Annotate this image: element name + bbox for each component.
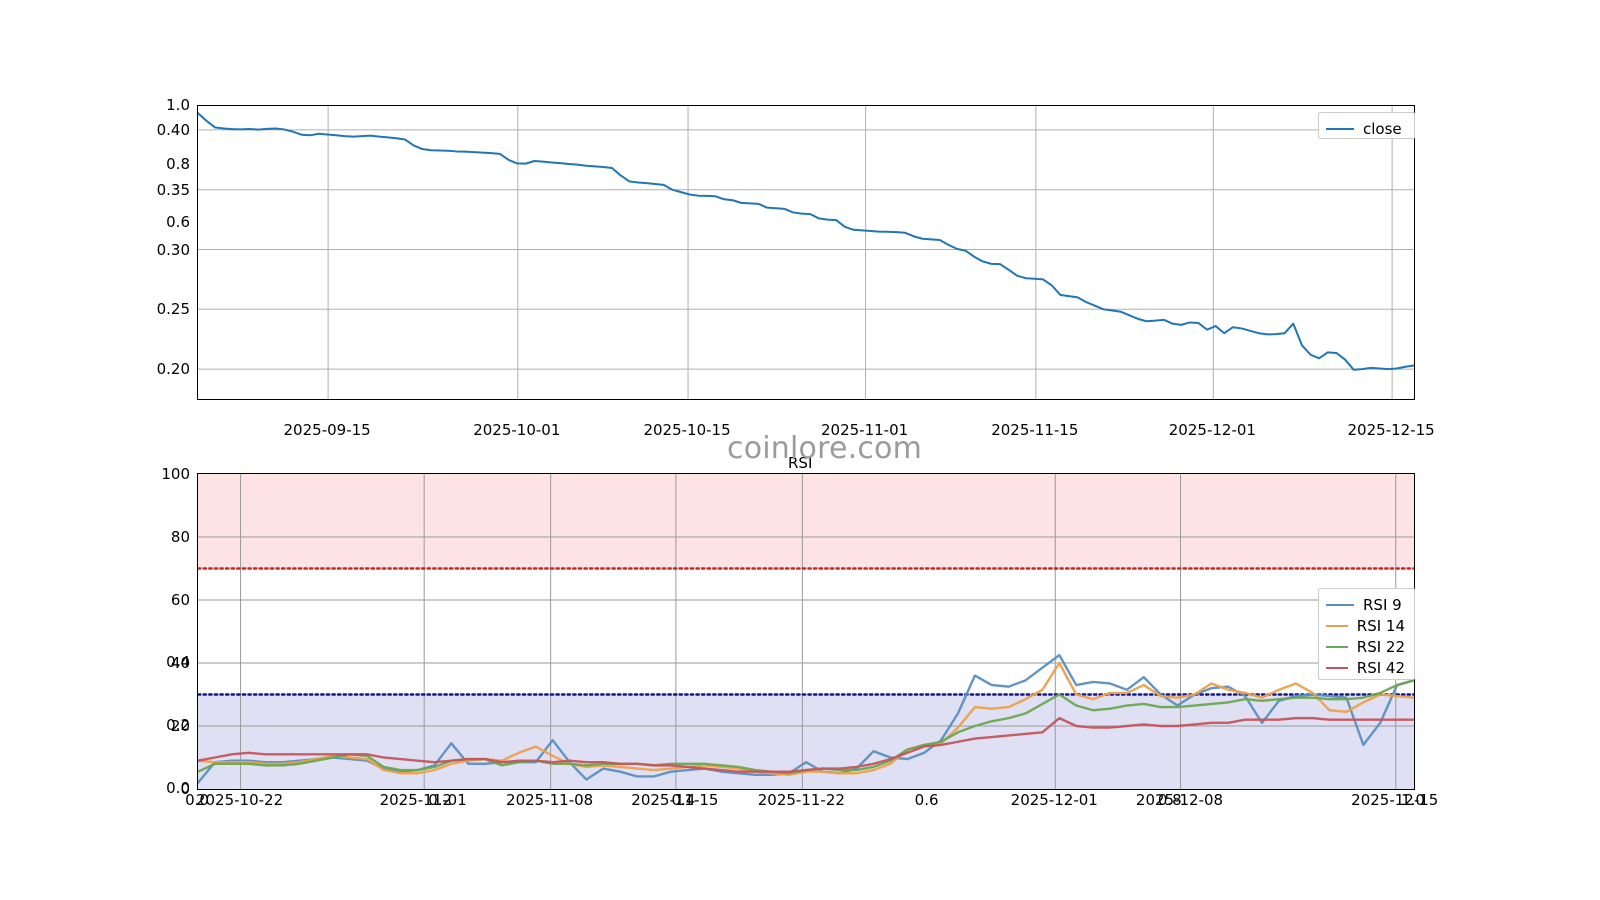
price-plot (198, 106, 1414, 399)
legend-color-swatch-icon (1326, 603, 1354, 606)
price-legend-label: close (1363, 119, 1402, 138)
price-legend: close (1318, 112, 1415, 139)
rsi-ytick-label-secondary: 0.2 (166, 716, 190, 734)
rsi-legend-item[interactable]: RSI 14 (1326, 615, 1405, 636)
rsi-xtick-label: 2025-11-01 (379, 791, 467, 809)
price-xtick-label: 2025-11-15 (991, 421, 1079, 439)
rsi-ytick-label: 20 (170, 717, 190, 735)
price-ytick-label: 0.35 (156, 180, 190, 199)
rsi-legend-label: RSI 14 (1356, 616, 1405, 635)
rsi-ytick-label: 40 (170, 654, 190, 672)
rsi-legend-label: RSI 22 (1356, 637, 1405, 656)
rsi-xtick-label-secondary: 0.8 (1157, 791, 1182, 809)
legend-color-swatch-icon (1326, 127, 1354, 130)
rsi-band (198, 474, 1414, 569)
rsi-ytick-label-secondary: 0.0 (166, 779, 190, 797)
price-ytick-label-secondary: 0.6 (166, 213, 190, 232)
legend-color-swatch-icon (1326, 645, 1348, 648)
rsi-legend-label: RSI 9 (1363, 595, 1402, 614)
price-xtick-label: 2025-11-01 (820, 421, 909, 439)
rsi-legend-item[interactable]: RSI 22 (1326, 636, 1405, 657)
rsi-xtick-label-secondary: 0.2 (428, 791, 453, 809)
rsi-ytick-label-secondary: 0.4 (166, 653, 190, 671)
price-ytick-label: 0.30 (156, 240, 190, 259)
rsi-ytick-label: 80 (170, 528, 190, 546)
rsi-xtick-label: 2025-12-08 (1135, 791, 1224, 809)
rsi-plot (198, 474, 1414, 789)
legend-color-swatch-icon (1326, 624, 1348, 627)
rsi-chart-panel (197, 473, 1415, 790)
rsi-legend-label: RSI 42 (1356, 658, 1405, 677)
rsi-xtick-label: 2025-12-01 (1010, 791, 1098, 809)
price-xtick-label: 2025-12-01 (1168, 421, 1256, 439)
rsi-legend: RSI 9 RSI 14 RSI 22 RSI 42 (1318, 588, 1415, 680)
rsi-line-rsi-9 (198, 653, 1414, 784)
price-xtick-label: 2025-10-01 (473, 421, 561, 439)
rsi-ytick-label: 100 (161, 465, 190, 483)
rsi-legend-item[interactable]: RSI 9 (1326, 594, 1405, 615)
price-xtick-label: 2025-09-15 (283, 421, 371, 439)
price-legend-item[interactable]: close (1326, 118, 1405, 139)
rsi-ytick-label: 60 (170, 591, 190, 609)
rsi-xtick-label: 2025-10-22 (195, 791, 284, 809)
rsi-panel-title: RSI (788, 454, 813, 472)
rsi-xtick-label: 2025-11-15 (631, 791, 719, 809)
price-chart-panel (197, 105, 1415, 400)
price-ytick-label-secondary: 0.8 (166, 154, 190, 173)
rsi-line-rsi-42 (198, 716, 1414, 773)
rsi-xtick-label-secondary: 1.0 (1401, 791, 1425, 809)
rsi-ytick-label: 0 (180, 780, 190, 798)
rsi-line-rsi-14 (198, 661, 1414, 777)
rsi-legend-item[interactable]: RSI 42 (1326, 657, 1405, 678)
rsi-xtick-label: 2025-11-22 (757, 791, 845, 809)
rsi-band (198, 694, 1414, 789)
price-ytick-label: 0.25 (156, 300, 190, 319)
price-line-close (198, 112, 1414, 371)
price-ytick-label: 0.20 (156, 360, 190, 379)
legend-color-swatch-icon (1326, 666, 1348, 669)
rsi-xtick-label-secondary: 0.4 (671, 791, 696, 809)
price-ytick-label: 0.40 (156, 120, 190, 139)
price-ytick-label-secondary: 1.0 (166, 96, 190, 114)
watermark: coinlore.com (727, 431, 923, 466)
rsi-xtick-label: 2025-11-08 (506, 791, 594, 809)
rsi-xtick-label: 2025-12-15 (1351, 791, 1439, 809)
price-xtick-label: 2025-12-15 (1347, 421, 1435, 439)
rsi-xtick-label-secondary: 0.6 (914, 791, 939, 809)
price-xtick-label: 2025-10-15 (643, 421, 731, 439)
rsi-xtick-label-secondary: 0.0 (185, 791, 209, 809)
